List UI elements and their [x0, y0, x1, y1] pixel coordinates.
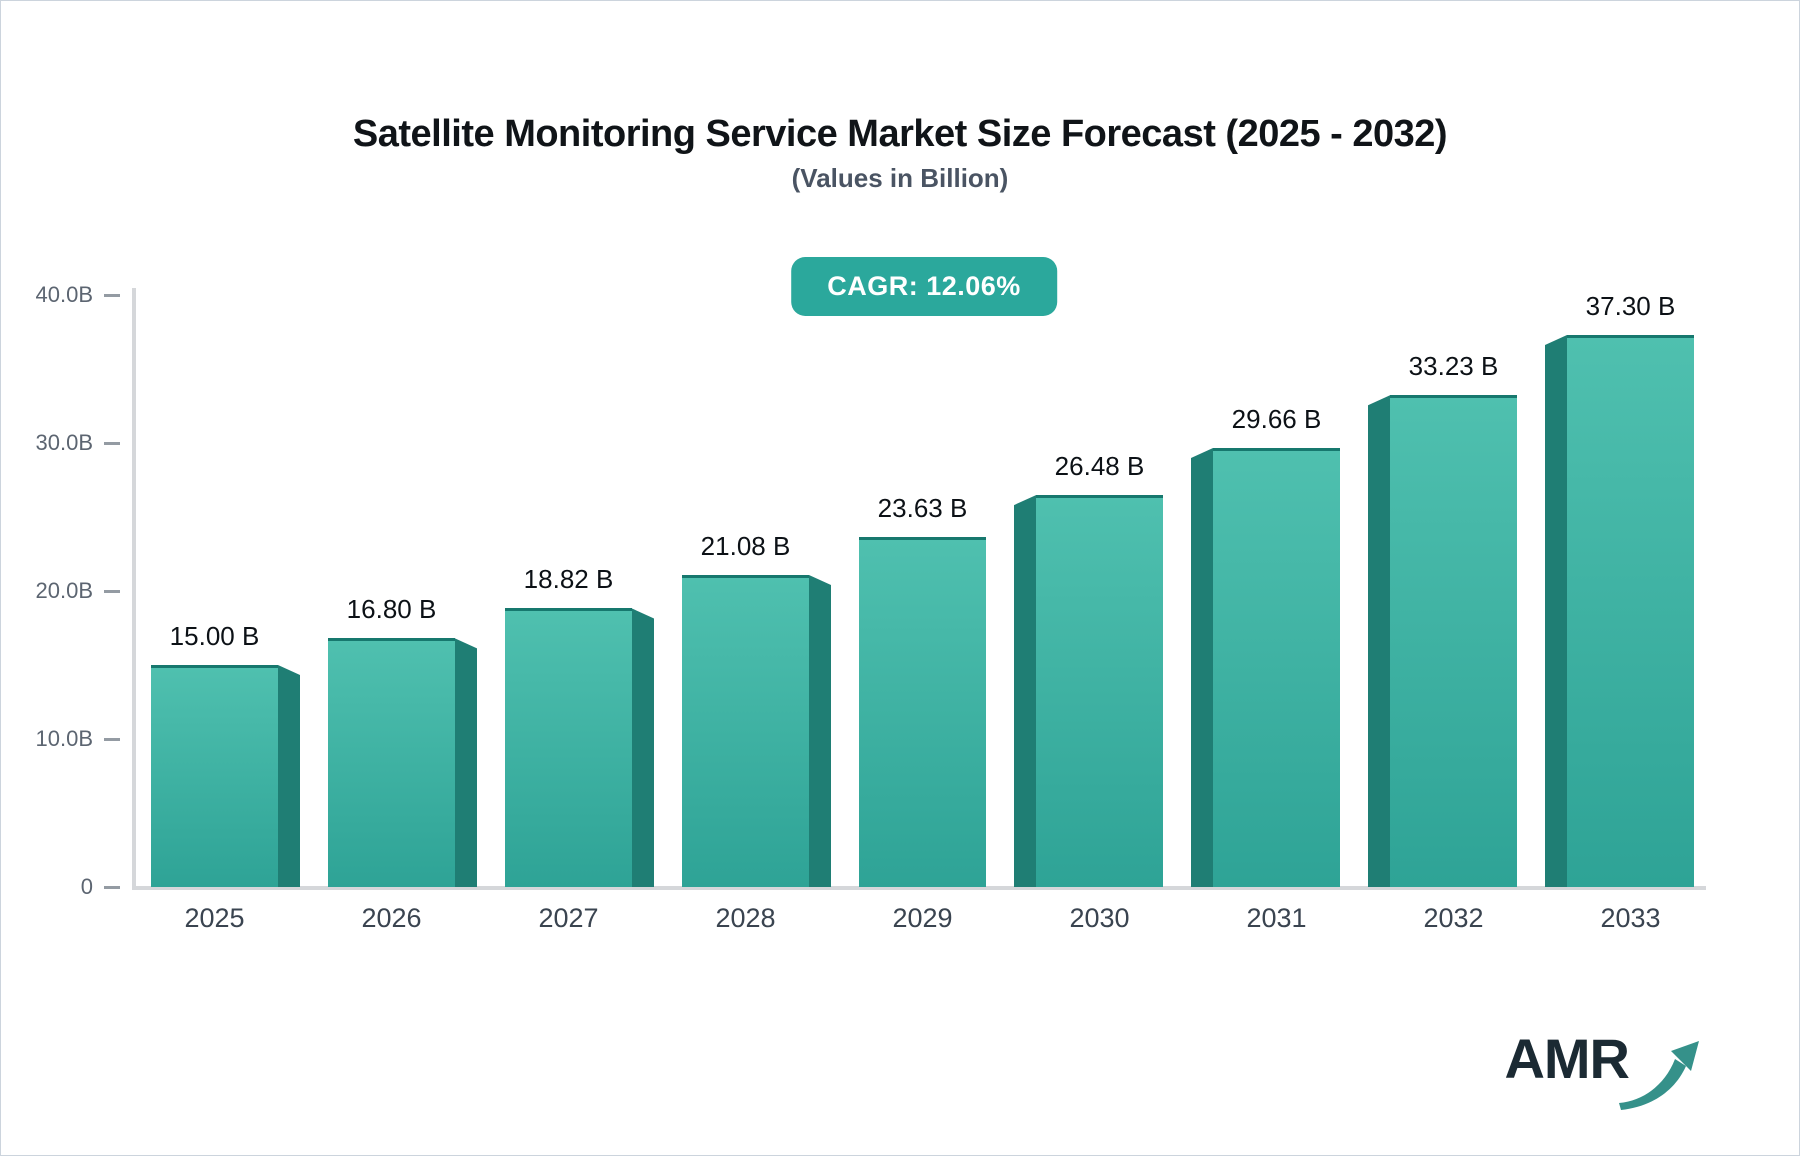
bar-value-label: 26.48 B — [1054, 451, 1145, 482]
bar-side-3d — [1368, 395, 1390, 887]
bar-2028 — [682, 575, 809, 887]
bar-side-3d — [809, 575, 831, 887]
bar-value-label: 37.30 B — [1585, 290, 1676, 321]
bar-value-label: 29.66 B — [1231, 404, 1322, 435]
bar-side-3d — [1014, 495, 1036, 887]
x-tick-label: 2028 — [715, 903, 776, 933]
x-tick-label: 2033 — [1600, 903, 1661, 933]
bar-value-label: 33.23 B — [1408, 351, 1499, 382]
bar-value-label: 21.08 B — [700, 531, 791, 562]
cagr-badge: CAGR: 12.06% — [791, 257, 1057, 316]
chart-title: Satellite Monitoring Service Market Size… — [352, 113, 1448, 155]
y-tick-mark — [104, 294, 120, 297]
bar-value-label: 15.00 B — [169, 621, 260, 651]
amr-logo: AMR — [1504, 1031, 1701, 1111]
bar-2031 — [1213, 448, 1340, 887]
y-tick-label: 0 — [80, 874, 93, 899]
amr-logo-text: AMR — [1504, 1027, 1630, 1090]
x-tick-label: 2029 — [892, 903, 953, 933]
bar-2032 — [1390, 395, 1517, 887]
x-tick-label: 2026 — [361, 903, 422, 933]
x-tick-label: 2025 — [184, 903, 245, 933]
bar-2027 — [505, 608, 632, 887]
y-tick-mark — [104, 442, 120, 445]
bar-2025 — [151, 665, 278, 887]
chart-subtitle: (Values in Billion) — [791, 163, 1009, 193]
bar-side-3d — [278, 665, 300, 887]
y-tick-mark — [104, 590, 120, 593]
bar-value-label: 18.82 B — [523, 564, 614, 595]
y-tick-mark — [104, 738, 120, 741]
bar-side-3d — [455, 638, 477, 887]
y-tick-mark — [104, 886, 120, 889]
growth-arrow-icon — [1619, 1041, 1699, 1110]
x-tick-label: 2027 — [538, 903, 599, 933]
bar-2030 — [1036, 495, 1163, 887]
y-tick-label: 20.0B — [35, 578, 94, 603]
x-tick-label: 2030 — [1069, 903, 1130, 933]
bar-2029 — [859, 537, 986, 887]
y-tick-label: 10.0B — [35, 726, 94, 751]
y-tick-label: 40.0B — [35, 282, 94, 307]
bar-value-label: 16.80 B — [346, 594, 437, 625]
bar-value-label: 23.63 B — [877, 493, 968, 524]
x-tick-label: 2031 — [1246, 903, 1307, 933]
y-tick-label: 30.0B — [35, 430, 94, 455]
bar-2033 — [1567, 334, 1694, 887]
bar-2026 — [328, 638, 455, 887]
x-axis-baseline — [132, 886, 1706, 890]
y-axis-line — [132, 288, 136, 890]
bar-side-3d — [632, 608, 654, 887]
bar-side-3d — [1191, 448, 1213, 887]
bar-side-3d — [1545, 334, 1567, 887]
x-tick-label: 2032 — [1423, 903, 1484, 933]
